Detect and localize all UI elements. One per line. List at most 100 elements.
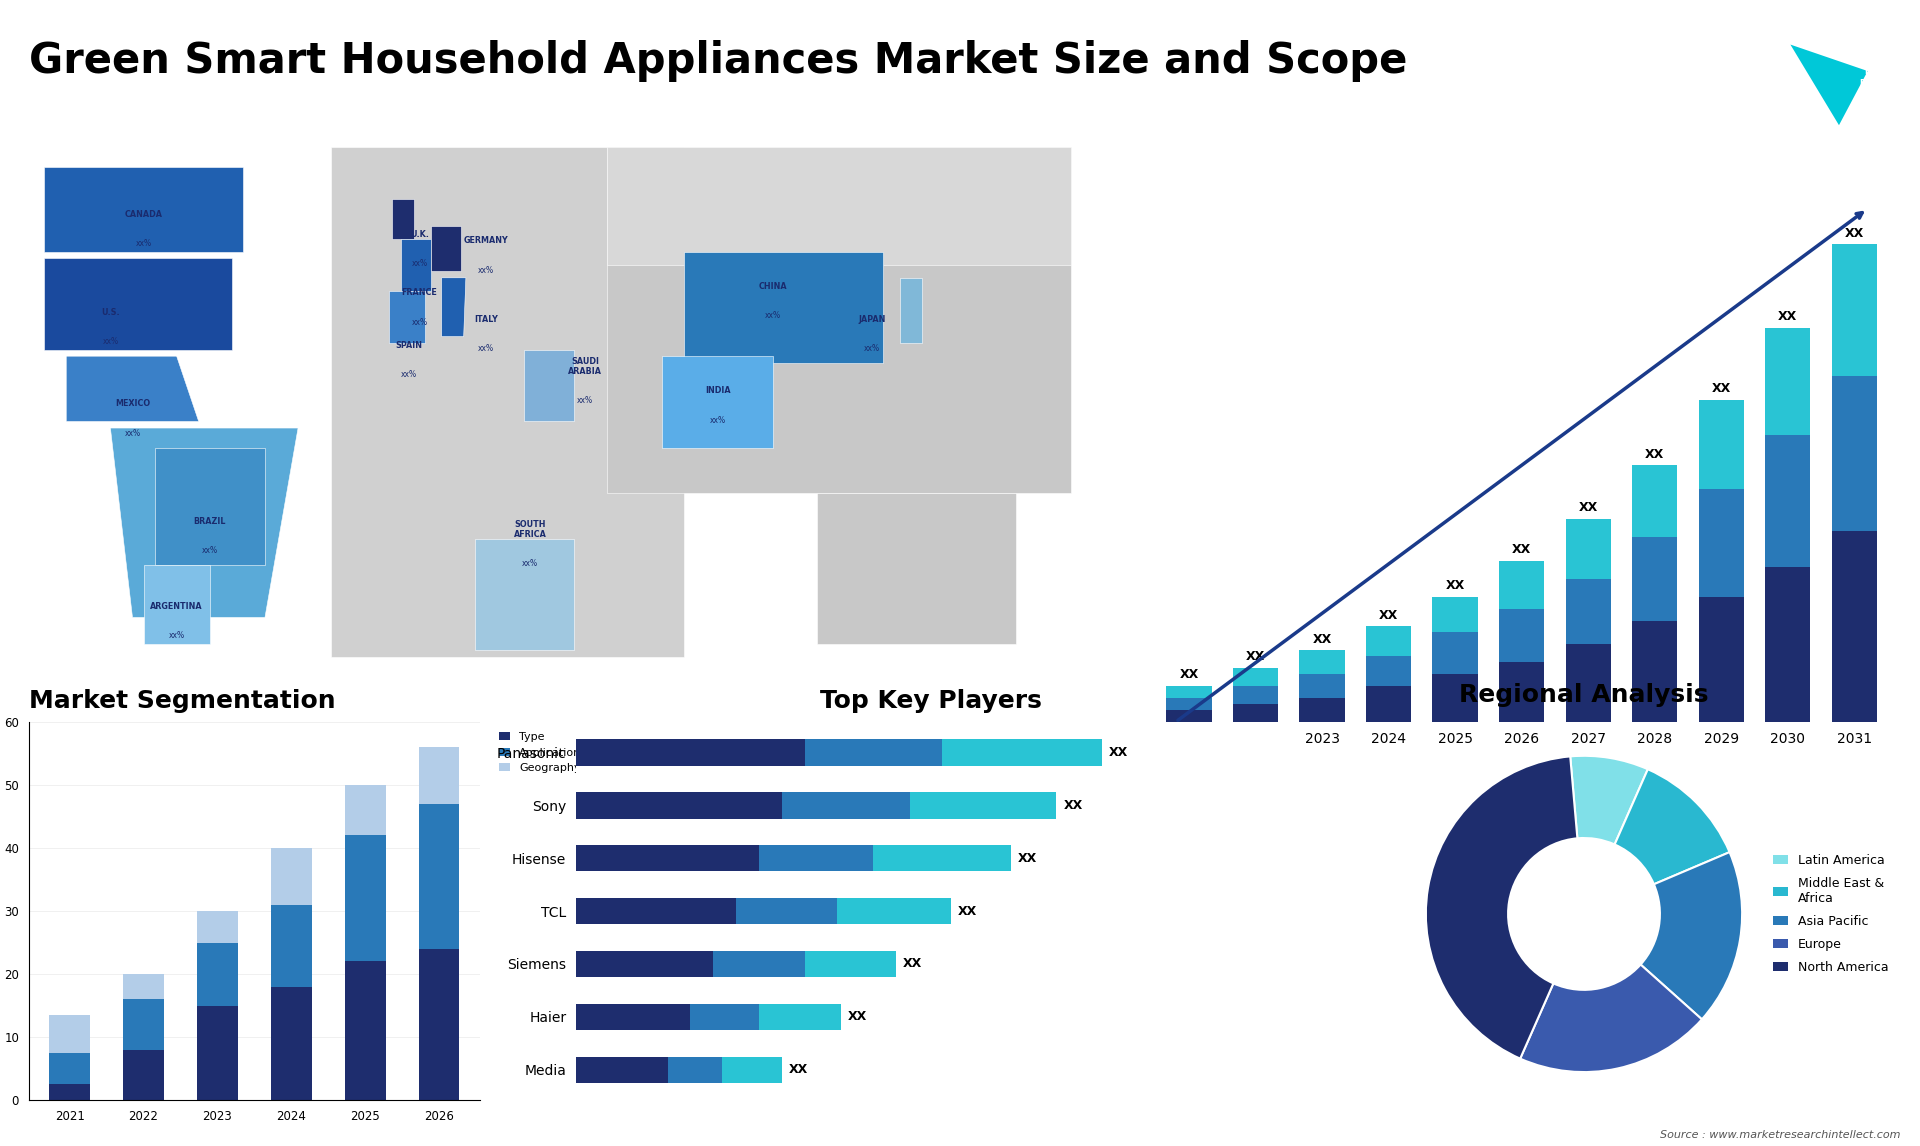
Bar: [1233, 704, 1279, 722]
Polygon shape: [607, 147, 1071, 493]
Text: XX: XX: [958, 904, 977, 918]
Bar: [1764, 328, 1811, 435]
Bar: [576, 1057, 668, 1083]
Polygon shape: [430, 226, 461, 272]
Text: xx%: xx%: [202, 547, 217, 556]
Bar: [1500, 662, 1544, 722]
Text: XX: XX: [1110, 746, 1129, 759]
Bar: [1165, 686, 1212, 698]
Text: XX: XX: [1645, 448, 1665, 461]
Polygon shape: [44, 167, 242, 252]
Bar: [758, 845, 874, 871]
Bar: [1565, 644, 1611, 722]
Polygon shape: [401, 238, 430, 291]
Text: XX: XX: [1711, 382, 1730, 395]
Bar: [576, 1004, 691, 1030]
Bar: [198, 1006, 238, 1100]
Bar: [758, 1004, 841, 1030]
Bar: [1565, 519, 1611, 579]
Bar: [576, 792, 781, 818]
Polygon shape: [330, 147, 684, 657]
Bar: [1233, 686, 1279, 704]
Polygon shape: [392, 199, 415, 238]
Text: XX: XX: [1511, 543, 1532, 556]
Bar: [576, 739, 804, 766]
Bar: [1565, 579, 1611, 644]
Text: xx%: xx%: [478, 344, 493, 353]
Bar: [874, 845, 1010, 871]
Text: CANADA: CANADA: [125, 210, 163, 219]
Text: xx%: xx%: [411, 317, 428, 327]
Bar: [1832, 244, 1878, 376]
Bar: [123, 999, 163, 1050]
Text: XX: XX: [1379, 609, 1398, 621]
Polygon shape: [154, 448, 265, 565]
Bar: [1500, 560, 1544, 609]
Bar: [123, 1050, 163, 1100]
Bar: [943, 739, 1102, 766]
Wedge shape: [1521, 965, 1701, 1072]
Polygon shape: [111, 427, 298, 618]
Bar: [1432, 674, 1478, 722]
Text: xx%: xx%: [522, 559, 538, 568]
Text: XX: XX: [849, 1011, 868, 1023]
Bar: [804, 951, 897, 978]
Bar: [1300, 698, 1344, 722]
Bar: [1300, 674, 1344, 698]
Wedge shape: [1427, 756, 1578, 1059]
Polygon shape: [1697, 45, 1839, 125]
Wedge shape: [1615, 769, 1730, 885]
Text: XX: XX: [1578, 501, 1597, 515]
Text: XX: XX: [1845, 227, 1864, 240]
Bar: [1300, 651, 1344, 674]
Text: U.K.: U.K.: [411, 229, 428, 238]
Bar: [1632, 620, 1678, 722]
Text: MEXICO: MEXICO: [115, 400, 150, 408]
Text: xx%: xx%: [578, 397, 593, 406]
Bar: [1632, 537, 1678, 620]
Text: xx%: xx%: [125, 429, 140, 438]
Bar: [198, 911, 238, 942]
Bar: [50, 1084, 90, 1100]
Bar: [1632, 465, 1678, 537]
Polygon shape: [684, 252, 883, 362]
Bar: [346, 835, 386, 961]
Text: XX: XX: [1064, 799, 1083, 811]
Text: XX: XX: [1778, 311, 1797, 323]
Bar: [576, 897, 735, 925]
Bar: [1365, 686, 1411, 722]
Polygon shape: [1789, 45, 1868, 125]
Text: XX: XX: [789, 1063, 808, 1076]
Text: CHINA: CHINA: [758, 282, 787, 291]
Polygon shape: [474, 539, 574, 650]
Text: xx%: xx%: [169, 631, 184, 641]
Polygon shape: [442, 277, 467, 337]
Text: ITALY: ITALY: [474, 314, 497, 323]
Bar: [1165, 698, 1212, 711]
Text: Source : www.marketresearchintellect.com: Source : www.marketresearchintellect.com: [1661, 1130, 1901, 1140]
Text: xx%: xx%: [764, 312, 781, 320]
Bar: [419, 804, 459, 949]
Polygon shape: [607, 147, 1071, 265]
Text: SPAIN: SPAIN: [396, 340, 422, 350]
Text: U.S.: U.S.: [102, 308, 119, 317]
Bar: [123, 974, 163, 999]
Wedge shape: [1571, 756, 1647, 845]
Bar: [1432, 597, 1478, 633]
Title: Regional Analysis: Regional Analysis: [1459, 683, 1709, 707]
Text: FRANCE: FRANCE: [401, 289, 438, 297]
Text: xx%: xx%: [102, 337, 119, 346]
Bar: [1365, 657, 1411, 686]
Text: xx%: xx%: [478, 266, 493, 275]
Text: xx%: xx%: [710, 416, 726, 425]
Bar: [419, 949, 459, 1100]
Bar: [576, 845, 758, 871]
Polygon shape: [65, 356, 200, 422]
Title: Top Key Players: Top Key Players: [820, 689, 1043, 713]
Polygon shape: [818, 493, 1016, 644]
Text: xx%: xx%: [136, 240, 152, 249]
Bar: [1432, 633, 1478, 674]
Bar: [712, 951, 804, 978]
Text: XX: XX: [1179, 668, 1198, 682]
Text: GERMANY: GERMANY: [463, 236, 509, 245]
